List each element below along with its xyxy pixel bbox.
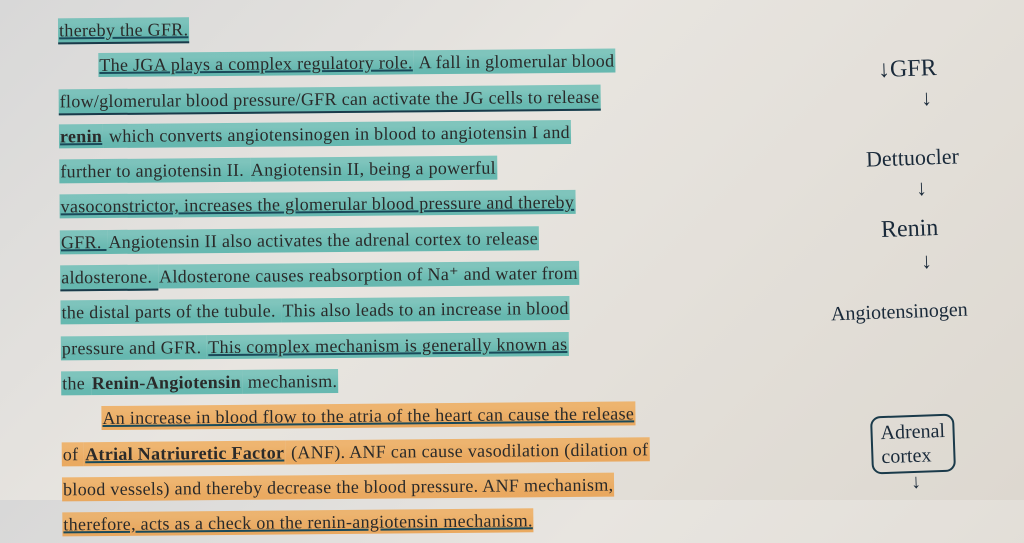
text-anf: Atrial Natriuretic Factor [84, 440, 285, 466]
text-span: blood vessels) and thereby decrease the … [62, 472, 615, 501]
text-renin-angiotensin: Renin-Angiotensin [91, 370, 242, 395]
text-span: further to angiotensin II. [59, 158, 250, 184]
text-span: flow/glomerular blood pressure/GFR can a… [59, 84, 601, 115]
arrow-down-icon: ↓ [921, 248, 933, 275]
text-span: This complex mechanism is generally know… [207, 332, 568, 359]
text-span: (ANF). ANF can cause vasodilation (dilat… [285, 437, 649, 464]
text-span: aldosterone. [60, 265, 158, 292]
text-span: vasoconstrictor, increases the glomerula… [60, 190, 576, 218]
text-span: A fall in glomerular blood [414, 49, 616, 75]
note-line1: Adrenal [880, 420, 945, 444]
text-span: Angiotensin II also activates the adrena… [107, 226, 539, 254]
text-span: GFR. [60, 230, 108, 254]
text-span: This also leads to an increase in blood [281, 296, 569, 323]
margin-annotations: ↓GFR ↓ Dettuocler ↓ Renin ↓ Angiotensino… [866, 0, 1016, 500]
text-span: The JGA plays a complex regulatory role. [98, 51, 414, 78]
text-span: pressure and GFR. [61, 335, 208, 360]
text-span: therefore, acts as a check on the renin-… [62, 508, 534, 536]
textbook-page: thereby the GFR. The JGA plays a complex… [38, 0, 862, 504]
arrow-down-icon: ↓ [921, 85, 933, 112]
note-angiotensinogen: Angiotensinogen [831, 298, 968, 327]
text-span: mechanism. [242, 369, 338, 394]
arrow-down-icon: ↓ [916, 175, 928, 202]
note-gfr: ↓GFR [878, 54, 938, 85]
text-renin: renin [59, 124, 103, 148]
text-span: thereby the GFR. [58, 17, 190, 44]
text-span: the [61, 371, 91, 395]
text-span: the distal parts of the tubule. [60, 299, 281, 325]
note-line2: cortex [881, 444, 932, 468]
text-span: which converts angiotensinogen in blood … [103, 120, 571, 148]
text-span: An increase in blood flow to the atria o… [101, 402, 635, 431]
line-14: therefore, acts as a check on the renin-… [62, 501, 842, 543]
arrow-down-icon: ↓ [911, 470, 922, 494]
note-adrenal-cortex: Adrenal cortex [870, 414, 956, 475]
text-span: Aldosterone causes reabsorption of Na⁺ a… [158, 261, 579, 289]
text-span: of [62, 442, 85, 466]
note-renin: Renin [881, 214, 939, 245]
note-dettuocler: Dettuocler [866, 143, 960, 173]
text-span: Angiotensin II, being a powerful [250, 156, 497, 182]
